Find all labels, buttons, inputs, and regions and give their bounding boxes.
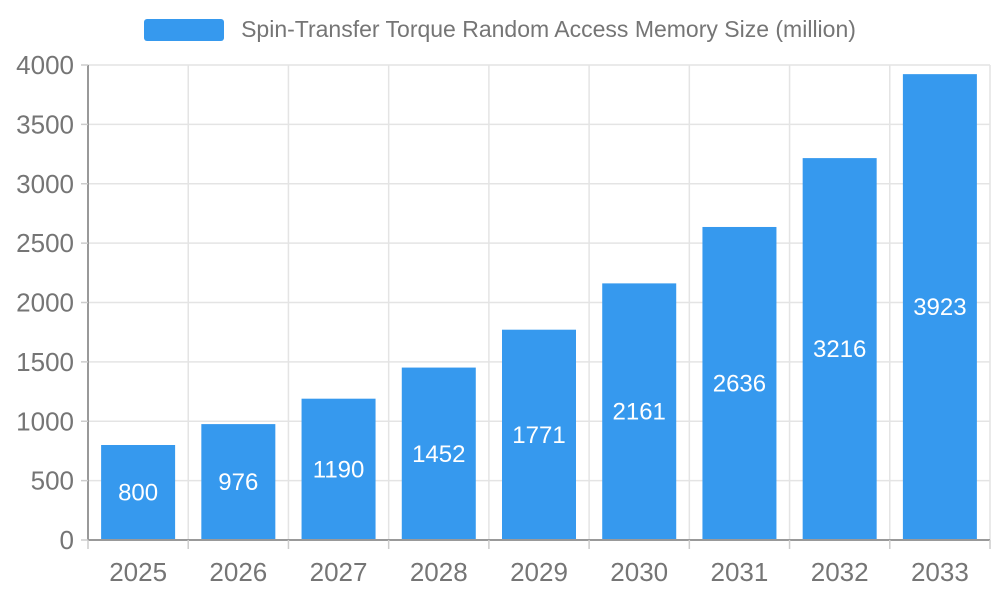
bar-value-label: 2161: [613, 399, 666, 426]
bars: [101, 74, 977, 541]
y-axis-label: 1000: [16, 406, 74, 436]
bar-2028[interactable]: [401, 367, 476, 540]
y-axis-label: 0: [60, 525, 74, 555]
bar-2033[interactable]: [902, 74, 977, 541]
x-axis-label: 2032: [811, 557, 869, 587]
x-axis-label: 2027: [310, 557, 368, 587]
bar-value-label: 1771: [512, 422, 565, 449]
bar-value-label: 800: [118, 480, 158, 507]
y-axis-label: 3000: [16, 169, 74, 199]
y-axis-label: 4000: [16, 50, 74, 80]
legend-swatch-icon: [144, 18, 225, 41]
y-axis-label: 3500: [16, 109, 74, 139]
x-axis-label: 2028: [410, 557, 468, 587]
bar-2031[interactable]: [702, 226, 777, 540]
bar-value-label: 976: [218, 469, 258, 496]
legend-item[interactable]: Spin-Transfer Torque Random Access Memor…: [0, 16, 1000, 43]
bar-2025[interactable]: [101, 445, 176, 540]
bar-value-labels: 800 976 1190 1452 1771 2161 2636 3216 3923: [118, 294, 966, 506]
bar-2027[interactable]: [301, 398, 376, 540]
x-axis-label: 2033: [911, 557, 969, 587]
x-axis-label: 2030: [610, 557, 668, 587]
bar-2032[interactable]: [802, 158, 877, 540]
x-axis-label: 2029: [510, 557, 568, 587]
y-axis-label: 1500: [16, 347, 74, 377]
bar-2026[interactable]: [201, 424, 276, 540]
bar-value-label: 2636: [713, 370, 766, 397]
bar-value-label: 1190: [313, 456, 365, 483]
y-axis-label: 2500: [16, 228, 74, 258]
y-axis-label: 2000: [16, 288, 74, 318]
x-axis-label: 2025: [109, 557, 167, 587]
y-axis-label: 500: [31, 466, 74, 496]
x-axis-labels: 2025 2026 2027 2028 2029 2030 2031 2032 2033: [109, 557, 969, 587]
bar-value-label: 3216: [813, 336, 866, 363]
x-axis-label: 2031: [711, 557, 769, 587]
bar-value-label: 3923: [913, 294, 966, 321]
y-axis-labels: 0 500 1000 1500 2000 2500 3000 3500 4000: [16, 50, 74, 555]
x-axis-label: 2026: [209, 557, 267, 587]
bar-2030[interactable]: [602, 283, 677, 540]
bar-value-label: 1452: [412, 441, 465, 468]
bar-2029[interactable]: [502, 329, 576, 540]
legend-label: Spin-Transfer Torque Random Access Memor…: [241, 16, 856, 42]
axis-ticks: [81, 64, 991, 549]
